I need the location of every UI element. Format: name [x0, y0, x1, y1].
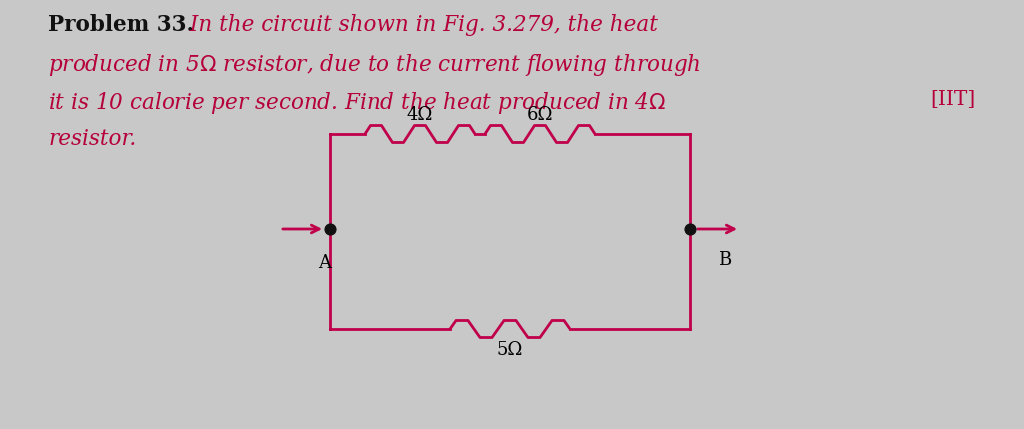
Text: it is 10 calorie per second. Find the heat produced in 4$\Omega$: it is 10 calorie per second. Find the he…	[48, 90, 667, 116]
Text: B: B	[718, 251, 731, 269]
Point	[682, 226, 698, 233]
Text: 4Ω: 4Ω	[407, 106, 433, 124]
Point	[322, 226, 338, 233]
Text: A: A	[318, 254, 332, 272]
Text: resistor.: resistor.	[48, 128, 136, 150]
Text: [IIT]: [IIT]	[930, 90, 975, 109]
Text: In the circuit shown in Fig. 3.279, the heat: In the circuit shown in Fig. 3.279, the …	[183, 14, 657, 36]
Text: Problem 33.: Problem 33.	[48, 14, 194, 36]
Text: 5Ω: 5Ω	[497, 341, 523, 359]
Text: 6Ω: 6Ω	[526, 106, 553, 124]
Text: produced in 5$\Omega$ resistor, due to the current flowing through: produced in 5$\Omega$ resistor, due to t…	[48, 52, 700, 78]
